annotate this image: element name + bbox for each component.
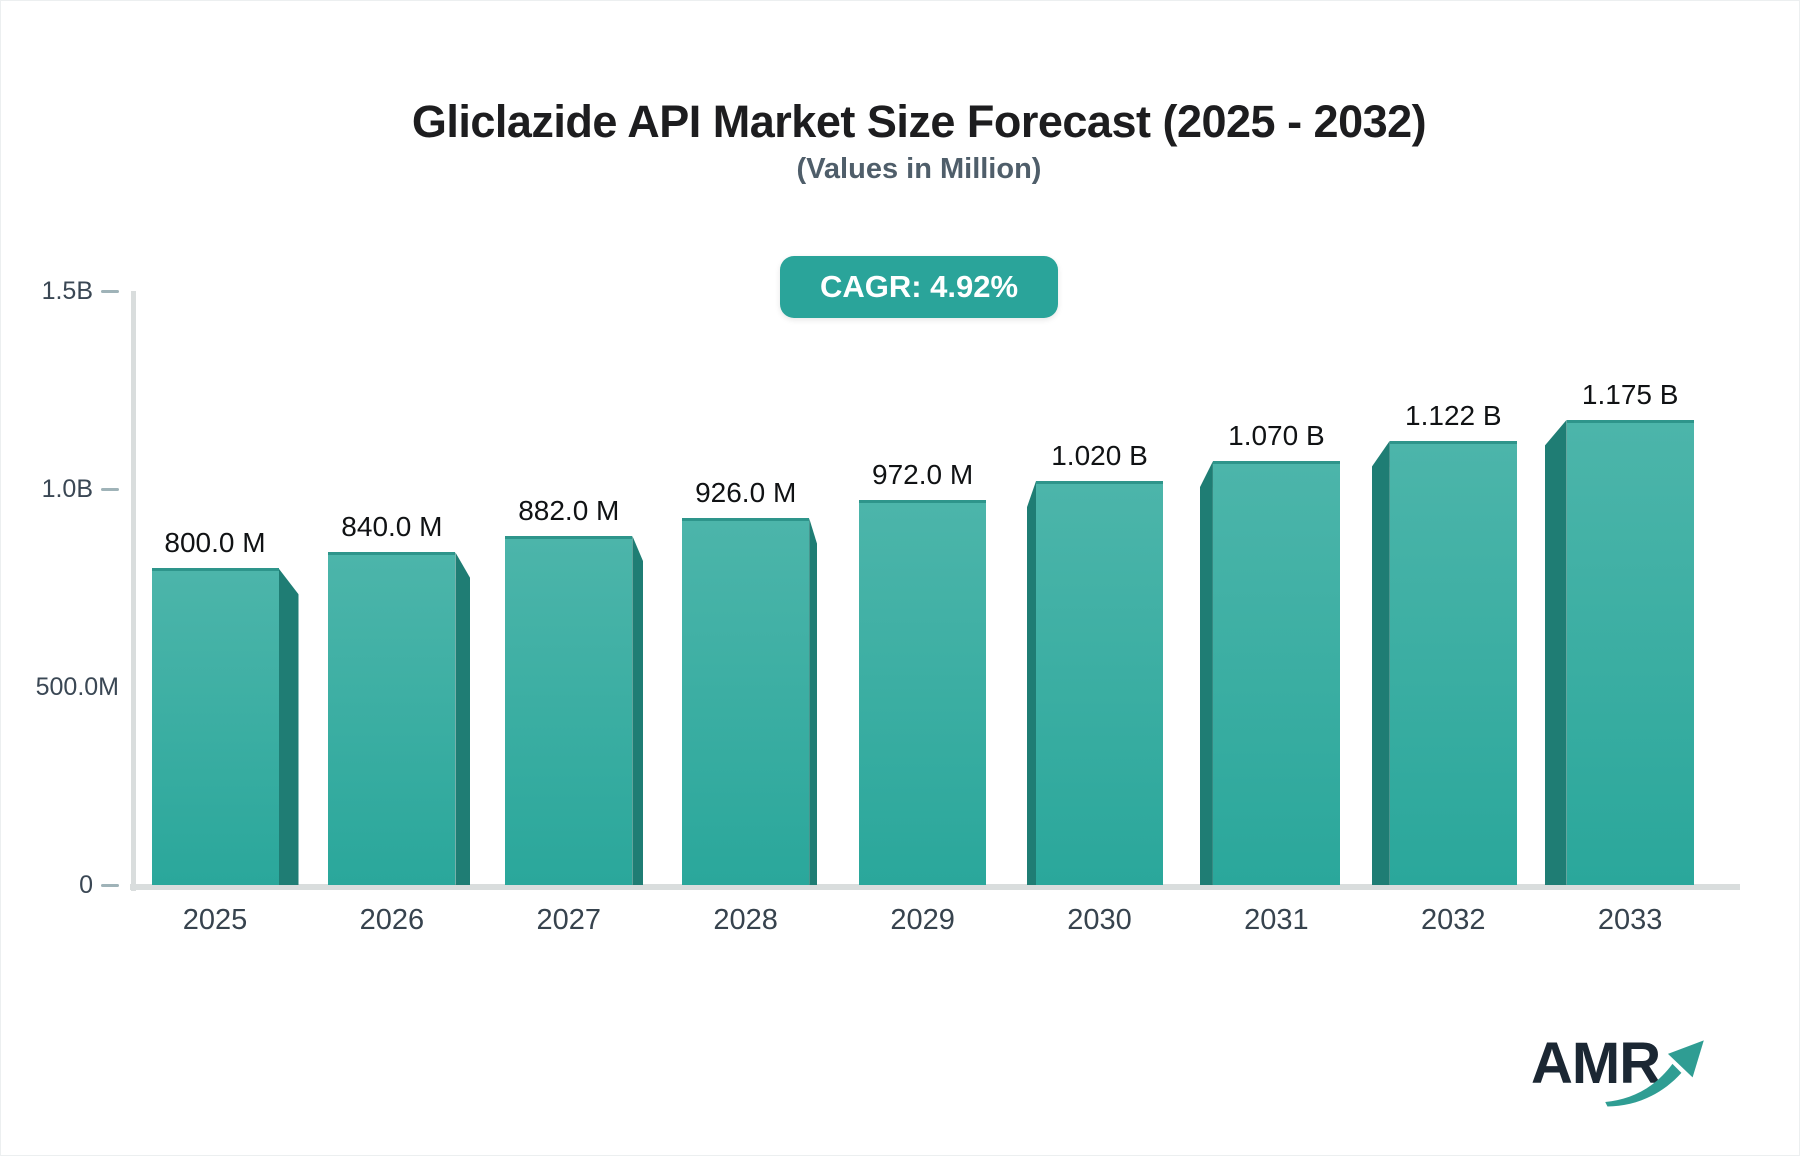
x-axis-year-label: 2031 <box>1244 904 1309 936</box>
bar-side-face <box>1027 481 1036 885</box>
x-axis-year-label: 2032 <box>1421 904 1486 936</box>
x-axis-year-label: 2027 <box>536 904 602 936</box>
x-axis-year-label: 2026 <box>359 904 425 936</box>
x-axis-year-label: 2028 <box>713 904 778 936</box>
y-tick-label: 1.0B <box>41 475 93 503</box>
y-tick-label: 0 <box>79 871 93 899</box>
bar <box>328 552 456 885</box>
cagr-badge: CAGR: 4.92% <box>780 256 1058 318</box>
bar-side-face <box>455 552 471 885</box>
x-axis-year-label: 2029 <box>890 904 955 936</box>
y-tick-dash <box>101 290 119 293</box>
bar-value-label: 840.0 M <box>341 511 443 543</box>
cagr-badge-row: CAGR: 4.92% <box>37 256 1799 318</box>
bar <box>505 535 633 885</box>
brand-logo-text: AMR <box>1531 1031 1661 1096</box>
bar <box>682 518 810 885</box>
bar-value-label: 1.175 B <box>1581 378 1679 410</box>
y-axis-line <box>131 291 136 891</box>
y-tick-dash <box>101 884 119 887</box>
trend-up-arrow-icon <box>1605 1040 1704 1107</box>
y-tick-label: 500.0M <box>35 673 119 701</box>
chart-subtitle: (Values in Million) <box>796 153 1042 185</box>
bar-side-face <box>632 535 644 885</box>
bar <box>1389 440 1517 885</box>
bar <box>1212 461 1340 885</box>
y-tick-dash <box>101 488 119 491</box>
bar-value-label: 1.020 B <box>1051 440 1148 472</box>
bar-value-label: 926.0 M <box>695 477 797 509</box>
brand-logo: AMR <box>1531 1035 1741 1115</box>
bar-side-face <box>1199 461 1213 885</box>
bar-value-label: 882.0 M <box>518 494 620 526</box>
y-tick-label: 1.5B <box>41 277 93 305</box>
bar-side-face <box>1544 419 1567 885</box>
x-axis-year-label: 2025 <box>182 904 248 936</box>
bar <box>1036 481 1163 885</box>
bar-side-face <box>1371 440 1390 885</box>
bar <box>859 500 987 885</box>
bar <box>1566 419 1694 885</box>
bar-value-label: 1.122 B <box>1405 399 1502 431</box>
x-axis-year-label: 2033 <box>1597 904 1663 936</box>
bar-value-label: 800.0 M <box>164 527 266 559</box>
bar <box>151 568 279 885</box>
x-axis-baseline <box>130 884 1740 890</box>
bar-value-label: 972.0 M <box>872 459 974 491</box>
x-axis-year-label: 2030 <box>1067 904 1132 936</box>
bar-side-face <box>278 568 299 885</box>
bar-side-face <box>809 518 818 885</box>
bar-value-label: 1.070 B <box>1228 420 1325 452</box>
chart-title: Gliclazide API Market Size Forecast (202… <box>411 96 1427 147</box>
